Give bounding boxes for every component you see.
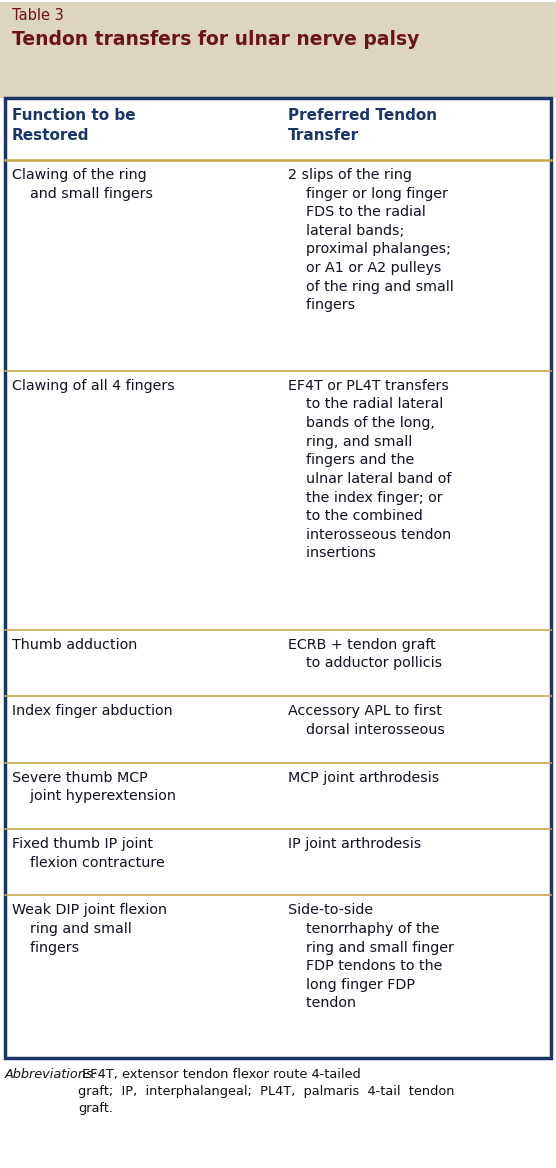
Bar	[5, 98, 551, 1058]
Text: Table 3: Table 3	[12, 8, 64, 23]
Text: Clawing of all 4 fingers: Clawing of all 4 fingers	[12, 378, 175, 392]
Text: Side-to-side
    tenorrhaphy of the
    ring and small finger
    FDP tendons to: Side-to-side tenorrhaphy of the ring and…	[288, 903, 454, 1010]
Text: ECRB + tendon graft
    to adductor pollicis: ECRB + tendon graft to adductor pollicis	[288, 638, 442, 670]
Text: Accessory APL to first
    dorsal interosseous: Accessory APL to first dorsal interosseo…	[288, 704, 445, 737]
Text: Fixed thumb IP joint
    flexion contracture: Fixed thumb IP joint flexion contracture	[12, 837, 165, 869]
Bar	[0, 2, 556, 98]
Text: 2 slips of the ring
    finger or long finger
    FDS to the radial
    lateral : 2 slips of the ring finger or long finge…	[288, 168, 454, 312]
Text: Preferred Tendon
Transfer: Preferred Tendon Transfer	[288, 107, 437, 142]
Text: Weak DIP joint flexion
    ring and small
    fingers: Weak DIP joint flexion ring and small fi…	[12, 903, 167, 954]
Text: EF4T, extensor tendon flexor route 4-tailed
graft;  IP,  interphalangeal;  PL4T,: EF4T, extensor tendon flexor route 4-tai…	[78, 1068, 454, 1114]
Text: Severe thumb MCP
    joint hyperextension: Severe thumb MCP joint hyperextension	[12, 771, 176, 804]
Text: MCP joint arthrodesis: MCP joint arthrodesis	[288, 771, 439, 785]
Text: Tendon transfers for ulnar nerve palsy: Tendon transfers for ulnar nerve palsy	[12, 30, 419, 49]
Text: IP joint arthrodesis: IP joint arthrodesis	[288, 837, 421, 851]
Text: Index finger abduction: Index finger abduction	[12, 704, 172, 718]
Text: Function to be
Restored: Function to be Restored	[12, 107, 136, 142]
Text: Clawing of the ring
    and small fingers: Clawing of the ring and small fingers	[12, 168, 153, 201]
Text: Thumb adduction: Thumb adduction	[12, 638, 137, 652]
Text: Abbreviations:: Abbreviations:	[5, 1068, 98, 1082]
Text: EF4T or PL4T transfers
    to the radial lateral
    bands of the long,
    ring: EF4T or PL4T transfers to the radial lat…	[288, 378, 451, 561]
